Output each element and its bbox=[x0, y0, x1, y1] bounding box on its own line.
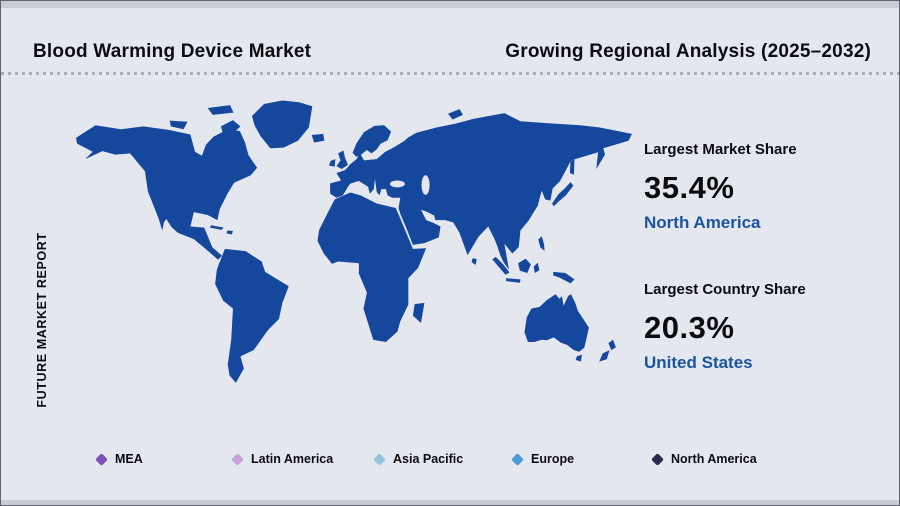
black-sea bbox=[389, 180, 405, 188]
page-title: Blood Warming Device Market bbox=[33, 41, 312, 62]
diamond-icon bbox=[373, 452, 386, 466]
stat-region: North America bbox=[644, 213, 761, 232]
legend-label: North America bbox=[671, 452, 757, 466]
stat-label: Largest Market Share bbox=[644, 141, 797, 158]
page-subtitle: Growing Regional Analysis (2025–2032) bbox=[505, 41, 871, 62]
legend-label: Asia Pacific bbox=[393, 452, 464, 466]
diamond-icon bbox=[231, 452, 244, 466]
legend-label: MEA bbox=[115, 452, 143, 466]
diamond-icon bbox=[651, 452, 664, 466]
brand-watermark: FUTURE MARKET REPORT bbox=[35, 232, 49, 408]
legend-item-europe: Europe bbox=[511, 447, 575, 471]
stat-largest-country-share: Largest Country Share 20.3% United State… bbox=[644, 281, 884, 373]
legend-item-north-america: North America bbox=[651, 447, 757, 471]
stat-value: 20.3% bbox=[644, 310, 735, 345]
top-accent-strip bbox=[1, 1, 899, 8]
diamond-icon bbox=[511, 452, 524, 466]
legend-item-mea: MEA bbox=[95, 447, 143, 471]
diamond-icon bbox=[95, 452, 108, 466]
world-map bbox=[57, 81, 632, 411]
world-map-svg bbox=[75, 100, 632, 383]
stat-label: Largest Country Share bbox=[644, 281, 806, 298]
legend-item-asia-pacific: Asia Pacific bbox=[373, 447, 464, 471]
dotted-divider bbox=[1, 72, 899, 75]
stats-panel: Largest Market Share 35.4% North America… bbox=[644, 141, 884, 421]
legend: MEA Latin America Asia Pacific Europe No… bbox=[1, 447, 899, 471]
bottom-accent-strip bbox=[1, 500, 899, 505]
legend-label: Europe bbox=[531, 452, 575, 466]
stat-region: United States bbox=[644, 353, 753, 372]
caspian-sea bbox=[421, 175, 430, 195]
stat-value: 35.4% bbox=[644, 170, 735, 205]
stat-largest-market-share: Largest Market Share 35.4% North America bbox=[644, 141, 884, 233]
header: Blood Warming Device Market Growing Regi… bbox=[1, 41, 899, 63]
legend-label: Latin America bbox=[251, 452, 334, 466]
legend-item-latin-america: Latin America bbox=[231, 447, 334, 471]
